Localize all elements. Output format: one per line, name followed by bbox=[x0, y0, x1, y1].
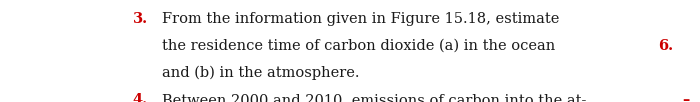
Text: 6.: 6. bbox=[658, 39, 673, 53]
Text: and (b) in the atmosphere.: and (b) in the atmosphere. bbox=[162, 66, 360, 80]
Text: 4.: 4. bbox=[133, 93, 148, 102]
Text: the residence time of carbon dioxide (a) in the ocean: the residence time of carbon dioxide (a)… bbox=[162, 39, 555, 53]
Text: 3.: 3. bbox=[133, 12, 148, 26]
Text: From the information given in Figure 15.18, estimate: From the information given in Figure 15.… bbox=[162, 12, 559, 26]
Text: Between 2000 and 2010, emissions of carbon into the at-: Between 2000 and 2010, emissions of carb… bbox=[162, 93, 587, 102]
Text: –: – bbox=[682, 93, 690, 102]
